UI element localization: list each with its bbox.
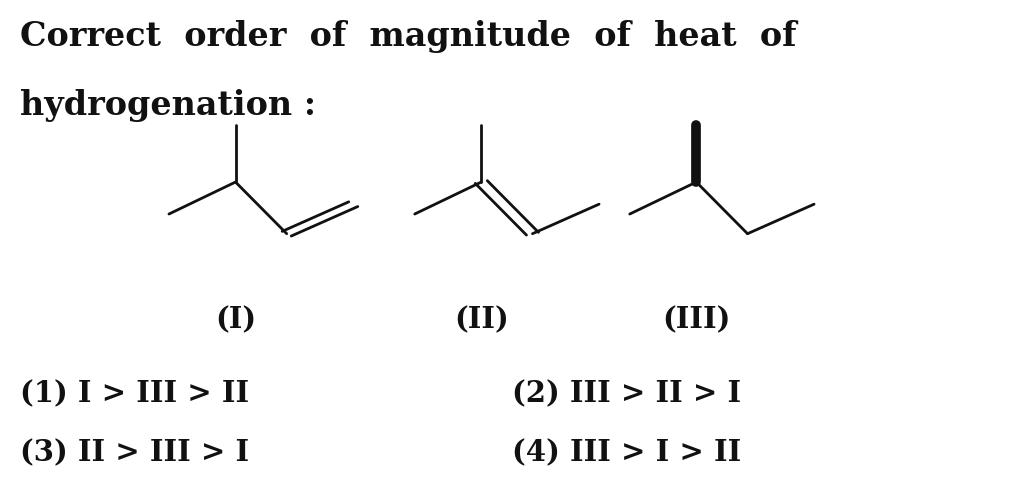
Text: (II): (II)	[454, 306, 509, 334]
Text: Correct  order  of  magnitude  of  heat  of: Correct order of magnitude of heat of	[20, 20, 797, 53]
Text: (2) III > II > I: (2) III > II > I	[512, 379, 741, 408]
Text: (I): (I)	[215, 306, 256, 334]
Text: (III): (III)	[663, 306, 730, 334]
Text: (1) I > III > II: (1) I > III > II	[20, 379, 250, 408]
Text: hydrogenation :: hydrogenation :	[20, 89, 316, 122]
Text: (3) II > III > I: (3) II > III > I	[20, 438, 250, 467]
Text: (4) III > I > II: (4) III > I > II	[512, 438, 741, 467]
